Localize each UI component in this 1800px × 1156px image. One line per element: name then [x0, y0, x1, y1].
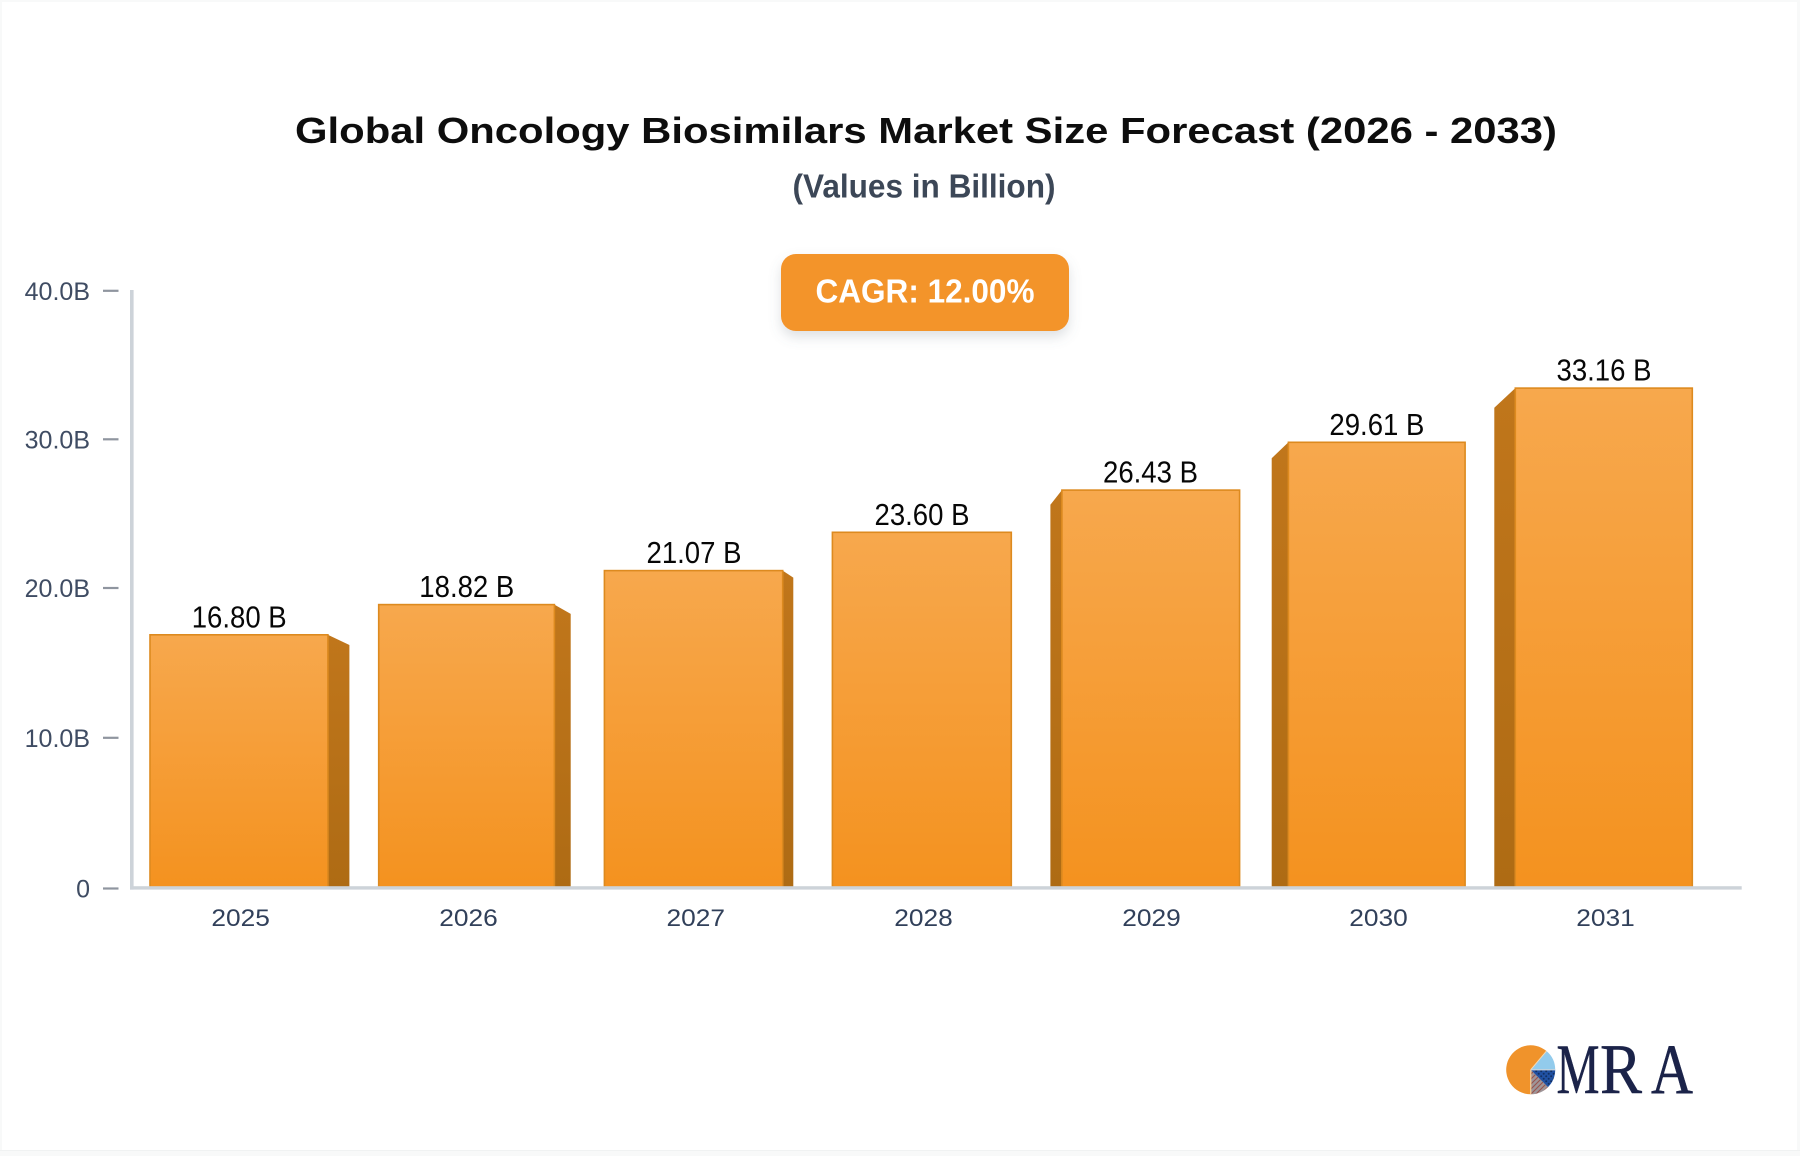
svg-text:2025: 2025: [211, 905, 270, 932]
svg-text:40.0B: 40.0B: [25, 278, 90, 306]
svg-text:2030: 2030: [1349, 905, 1408, 932]
svg-text:29.61 B: 29.61 B: [1329, 407, 1424, 442]
svg-text:R: R: [1600, 1031, 1643, 1109]
svg-text:2028: 2028: [894, 905, 953, 932]
svg-text:A: A: [1651, 1031, 1693, 1109]
svg-text:2029: 2029: [1122, 905, 1181, 932]
svg-text:20.0B: 20.0B: [25, 575, 90, 603]
svg-text:2031: 2031: [1576, 905, 1635, 932]
svg-text:M: M: [1557, 1031, 1600, 1109]
svg-text:18.82 B: 18.82 B: [419, 569, 514, 604]
svg-text:(Values in Billion): (Values in Billion): [793, 167, 1056, 204]
svg-text:Global Oncology Biosimilars Ma: Global Oncology Biosimilars Market Size …: [295, 110, 1557, 151]
svg-text:30.0B: 30.0B: [25, 426, 90, 454]
svg-text:2027: 2027: [667, 905, 726, 932]
svg-text:26.43 B: 26.43 B: [1103, 455, 1198, 490]
svg-text:0: 0: [76, 876, 90, 904]
svg-text:23.60 B: 23.60 B: [875, 497, 970, 532]
svg-text:21.07 B: 21.07 B: [647, 535, 742, 570]
svg-text:2026: 2026: [439, 905, 498, 932]
svg-text:10.0B: 10.0B: [25, 725, 90, 753]
svg-text:16.80 B: 16.80 B: [192, 599, 287, 634]
svg-text:CAGR: 12.00%: CAGR: 12.00%: [816, 273, 1035, 310]
svg-text:33.16 B: 33.16 B: [1557, 353, 1652, 388]
